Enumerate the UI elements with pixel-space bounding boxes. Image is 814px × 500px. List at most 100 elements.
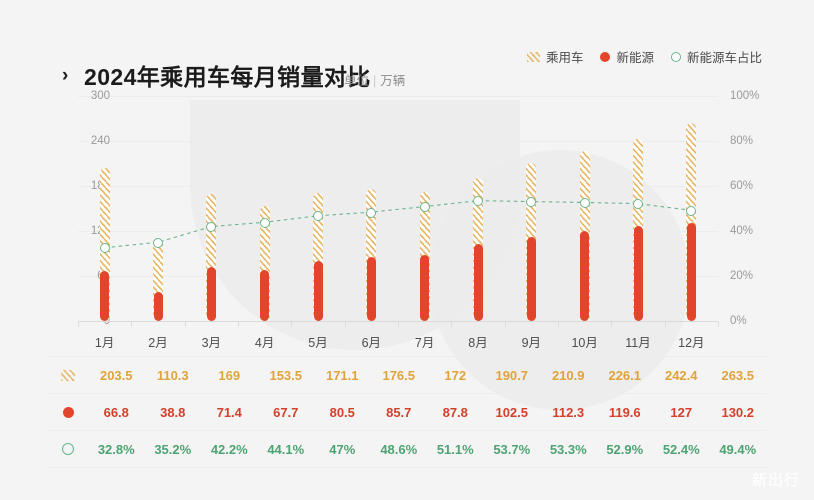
- x-axis-label: 5月: [308, 336, 328, 350]
- hatch-swatch-icon: [61, 369, 75, 381]
- legend-label-share: 新能源车占比: [686, 51, 762, 65]
- table-cell: 53.3%: [549, 441, 587, 457]
- table-cell: 87.8: [442, 404, 468, 420]
- share-data-point[interactable]: [99, 243, 110, 254]
- table-cell: 48.6%: [380, 441, 418, 457]
- legend-item-total[interactable]: 乘用车: [526, 47, 584, 66]
- bar-new-energy[interactable]: [313, 260, 323, 321]
- gridline: [78, 141, 718, 142]
- y-axis-tick-right: 0%: [730, 315, 747, 327]
- bar-new-energy[interactable]: [366, 256, 376, 321]
- share-data-point[interactable]: [153, 237, 163, 248]
- share-data-point[interactable]: [579, 197, 590, 208]
- table-cell: 52.4%: [662, 441, 700, 457]
- y-axis-tick-left: 300: [90, 90, 110, 102]
- y-axis-tick-right: 60%: [730, 180, 754, 192]
- bar-total[interactable]: [366, 188, 377, 321]
- bar-total[interactable]: [686, 123, 697, 321]
- table-cell: 153.5: [269, 367, 303, 383]
- x-axis-label: 11月: [625, 336, 651, 350]
- table-cell: 38.8: [160, 404, 186, 420]
- filled-dot-icon: [62, 406, 74, 418]
- bar-new-energy[interactable]: [526, 236, 536, 321]
- data-table: 203.5 110.3 169 153.5 171.1 176.5 172 190.7 210.…: [48, 356, 766, 468]
- bar-new-energy[interactable]: [633, 225, 643, 321]
- y-axis-tick-left: 240: [90, 135, 110, 147]
- bar-new-energy[interactable]: [686, 223, 696, 321]
- x-axis-tick: [184, 322, 186, 327]
- table-cell: 102.5: [495, 404, 529, 420]
- share-data-point[interactable]: [259, 217, 270, 228]
- table-cell: 42.2%: [210, 441, 248, 457]
- legend-item-share[interactable]: 新能源车占比: [670, 47, 762, 66]
- table-cell: 52.9%: [606, 441, 644, 457]
- x-axis-label: 4月: [254, 336, 275, 350]
- table-cell: 203.5: [99, 367, 133, 383]
- chevron-right-icon: ›: [62, 65, 69, 86]
- x-axis-line: [78, 321, 718, 322]
- x-axis-tick: [451, 322, 453, 327]
- x-axis-label: 10月: [571, 336, 598, 350]
- y-axis-tick-right: 80%: [730, 135, 754, 147]
- x-axis-label: 1月: [94, 336, 115, 350]
- table-cell: 169: [218, 367, 241, 383]
- bar-total[interactable]: [206, 194, 217, 321]
- bar-new-energy[interactable]: [153, 291, 163, 321]
- hatch-swatch-icon: [526, 51, 540, 62]
- chart-header: › 2024年乘用车每月销量对比 单位 | 万辆: [0, 26, 814, 90]
- table-cell: 210.9: [551, 367, 585, 383]
- table-cell: 171.1: [325, 367, 359, 383]
- table-row: 66.8 38.8 71.4 67.7 80.5 85.7 87.8 102.5 112.3 11…: [48, 393, 766, 430]
- table-cell: 112.3: [552, 404, 585, 420]
- x-axis-label: 3月: [201, 336, 222, 350]
- y-axis-tick-right: 100%: [730, 90, 760, 102]
- bar-new-energy[interactable]: [100, 270, 110, 321]
- table-row-icon-cell: [48, 443, 88, 455]
- bar-total[interactable]: [259, 205, 270, 321]
- table-cell: 67.7: [273, 404, 299, 420]
- bar-new-energy[interactable]: [473, 244, 483, 321]
- table-row: 32.8% 35.2% 42.2% 44.1% 47% 48.6% 51.1% 53.7% 53…: [48, 430, 766, 468]
- unit-value: 万辆: [380, 74, 406, 88]
- bar-new-energy[interactable]: [420, 255, 430, 321]
- table-cell: 242.4: [664, 367, 698, 383]
- gridline: [78, 231, 718, 232]
- table-cell: 51.1%: [436, 441, 474, 457]
- unit-separator: |: [373, 74, 377, 88]
- x-axis-tick: [238, 322, 239, 327]
- y-axis-tick-right: 20%: [730, 270, 754, 282]
- x-axis-label: 12月: [678, 336, 705, 350]
- share-data-point[interactable]: [366, 207, 377, 218]
- x-axis-label: 6月: [361, 336, 382, 350]
- x-axis-tick: [398, 322, 399, 327]
- table-cell: 80.5: [329, 404, 355, 420]
- hollow-ring-icon: [670, 51, 681, 62]
- table-cell: 35.2%: [154, 441, 192, 457]
- chart-plot-area: 00%6020%12040%18060%24080%300100%1月2月3月4…: [78, 90, 759, 350]
- watermark: 新出行: [751, 472, 800, 489]
- table-cell: 47%: [329, 441, 356, 457]
- bar-new-energy[interactable]: [206, 267, 216, 321]
- share-data-point[interactable]: [419, 202, 430, 213]
- x-axis-tick: [344, 322, 346, 327]
- table-cell: 226.1: [608, 367, 642, 383]
- table-cell: 66.8: [103, 404, 129, 420]
- bar-total[interactable]: [313, 192, 323, 321]
- hollow-ring-icon: [62, 443, 74, 455]
- x-axis-tick: [78, 322, 79, 327]
- page-title: 2024年乘用车每月销量对比: [84, 64, 371, 90]
- share-line: [104, 200, 692, 249]
- legend-item-newenergy[interactable]: 新能源: [600, 47, 654, 66]
- x-axis-tick: [504, 322, 506, 327]
- x-axis-label: 2月: [148, 336, 168, 350]
- bar-new-energy[interactable]: [580, 231, 590, 321]
- x-axis-tick: [664, 322, 666, 327]
- table-cell: 49.4%: [719, 441, 757, 457]
- bar-total[interactable]: [153, 238, 163, 321]
- filled-dot-icon: [600, 51, 611, 62]
- legend-label-total: 乘用车: [545, 51, 584, 65]
- bar-new-energy[interactable]: [260, 270, 270, 321]
- table-cell: 53.7%: [493, 441, 531, 457]
- table-cell: 71.4: [216, 404, 242, 420]
